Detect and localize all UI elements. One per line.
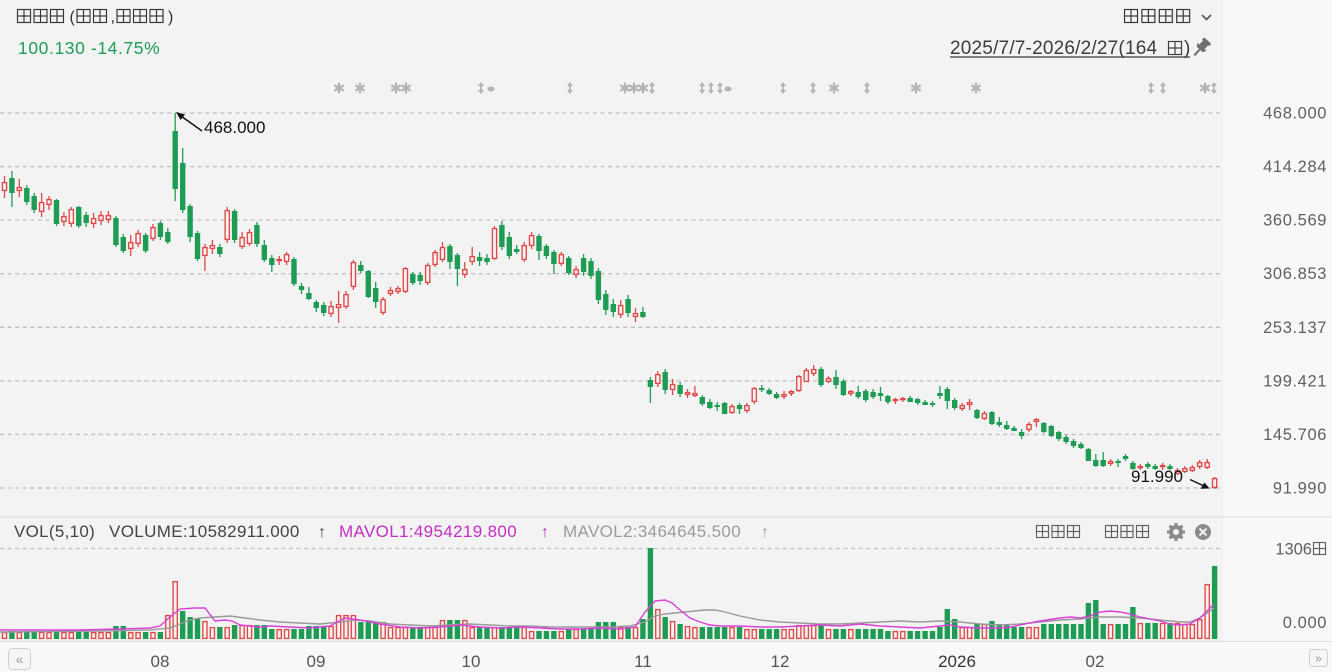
svg-text:0.000: 0.000: [1283, 614, 1327, 632]
svg-text:12: 12: [771, 652, 790, 671]
svg-text:468.000: 468.000: [204, 118, 265, 137]
svg-text:MAVOL2:3464645.500: MAVOL2:3464645.500: [563, 522, 741, 541]
svg-text:↑: ↑: [318, 524, 326, 541]
svg-text:1306: 1306: [1275, 541, 1312, 559]
svg-text:↑: ↑: [541, 524, 549, 541]
svg-text:MAVOL1:4954219.800: MAVOL1:4954219.800: [339, 522, 517, 541]
svg-text:VOLUME:10582911.000: VOLUME:10582911.000: [109, 522, 300, 541]
svg-text:10: 10: [462, 652, 481, 671]
svg-text:2025/7/7-2026/2/27(164: 2025/7/7-2026/2/27(164: [950, 38, 1157, 59]
svg-text:91.990: 91.990: [1273, 480, 1327, 498]
svg-text:145.706: 145.706: [1263, 426, 1327, 444]
svg-text:414.284: 414.284: [1263, 158, 1327, 176]
svg-text:09: 09: [307, 652, 326, 671]
svg-text:08: 08: [151, 652, 170, 671]
svg-text:«: «: [16, 651, 24, 667]
svg-text:253.137: 253.137: [1263, 319, 1327, 337]
svg-text:199.421: 199.421: [1263, 372, 1327, 390]
svg-text:»: »: [1315, 652, 1322, 666]
svg-text:100.130 -14.75%: 100.130 -14.75%: [18, 38, 160, 58]
svg-text:): ): [1184, 38, 1190, 59]
svg-text:11: 11: [634, 652, 652, 671]
svg-text:306.853: 306.853: [1263, 265, 1327, 283]
svg-text:(: (: [70, 9, 76, 26]
svg-text:2026: 2026: [938, 652, 976, 671]
svg-text:↑: ↑: [761, 524, 769, 541]
svg-text:VOL(5,10): VOL(5,10): [14, 522, 95, 541]
svg-text:): ): [168, 9, 173, 26]
svg-text:,: ,: [111, 9, 115, 26]
svg-text:91.990: 91.990: [1131, 467, 1183, 486]
svg-text:02: 02: [1086, 652, 1105, 671]
svg-text:360.569: 360.569: [1263, 212, 1327, 230]
svg-text:468.000: 468.000: [1263, 105, 1327, 123]
